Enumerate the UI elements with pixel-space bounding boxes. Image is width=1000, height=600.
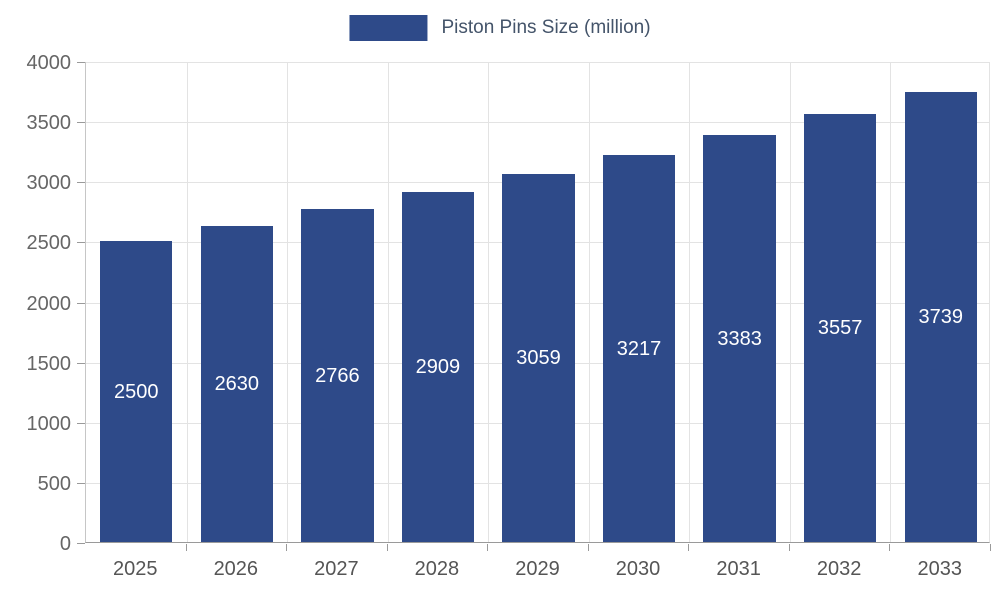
legend-swatch-icon (349, 15, 428, 41)
v-gridline (588, 62, 590, 542)
v-gridline (387, 62, 389, 542)
y-tick-mark (77, 422, 85, 424)
bar-2028[interactable]: 2909 (401, 192, 475, 542)
x-tick-label: 2031 (716, 558, 761, 580)
x-tick-mark (185, 544, 187, 551)
x-tick-mark (286, 544, 288, 551)
y-tick-label: 3500 (26, 112, 72, 135)
v-gridline (789, 62, 791, 542)
v-gridline (689, 62, 691, 542)
bar-value-label: 2630 (214, 372, 260, 395)
bar-value-label: 3059 (516, 347, 561, 370)
v-gridline (488, 62, 490, 542)
x-tick-label: 2026 (213, 558, 259, 580)
y-tick-mark (77, 302, 85, 304)
x-tick-label: 2033 (917, 558, 962, 580)
y-tick-label: 3000 (26, 172, 72, 195)
x-tick-label: 2030 (615, 558, 661, 580)
y-tick-label: 0 (59, 533, 71, 555)
bar-2032[interactable]: 3557 (803, 114, 877, 542)
x-tick-label: 2025 (113, 558, 158, 580)
x-tick-mark (386, 544, 388, 551)
bar-value-label: 2766 (315, 364, 360, 387)
bar-value-label: 3557 (817, 317, 863, 340)
legend-label: Piston Pins Size (million) (441, 17, 651, 38)
y-tick-label: 4000 (26, 52, 72, 74)
x-tick-mark (487, 544, 489, 551)
y-tick-label: 1500 (26, 352, 72, 375)
y-tick-mark (77, 543, 85, 544)
bar-value-label: 3217 (616, 337, 662, 360)
x-tick-label: 2028 (414, 558, 460, 580)
y-tick-label: 2500 (26, 232, 72, 255)
y-tick-label: 2000 (26, 292, 72, 315)
bar-value-label: 2500 (114, 380, 159, 403)
bar-2029[interactable]: 3059 (502, 174, 575, 542)
x-tick-label: 2029 (515, 558, 560, 580)
x-tick-mark (889, 544, 891, 551)
x-tick-mark (688, 544, 690, 551)
y-tick-label: 1000 (26, 412, 72, 435)
bar-value-label: 3383 (717, 327, 762, 350)
v-gridline (287, 62, 289, 542)
y-tick-label: 500 (37, 472, 71, 495)
plot-area: 2500 2630 2766 2909 3059 3217 3383 3557 3739 (85, 62, 990, 543)
x-tick-label: 2032 (816, 558, 862, 580)
x-tick-mark (587, 544, 589, 551)
bar-2031[interactable]: 3383 (703, 135, 776, 542)
h-gridline (86, 122, 989, 124)
y-tick-mark (77, 242, 85, 244)
bar-2027[interactable]: 2766 (301, 209, 374, 542)
x-tick-mark (990, 544, 991, 551)
y-tick-mark (77, 122, 85, 124)
y-tick-mark (77, 482, 85, 484)
bar-2033[interactable]: 3739 (904, 92, 977, 542)
bar-value-label: 3739 (918, 306, 963, 329)
v-gridline (890, 62, 892, 542)
legend-item[interactable]: Piston Pins Size (million) (349, 15, 651, 41)
bar-value-label: 2909 (415, 356, 461, 379)
y-tick-mark (77, 362, 85, 364)
h-gridline (86, 62, 989, 63)
y-tick-mark (77, 182, 85, 184)
bar-2025[interactable]: 2500 (100, 241, 173, 542)
bar-2030[interactable]: 3217 (602, 155, 676, 542)
x-tick-mark (788, 544, 790, 551)
y-tick-mark (77, 62, 85, 63)
x-tick-label: 2027 (314, 558, 359, 580)
v-gridline (186, 62, 188, 542)
bar-2026[interactable]: 2630 (200, 225, 274, 542)
